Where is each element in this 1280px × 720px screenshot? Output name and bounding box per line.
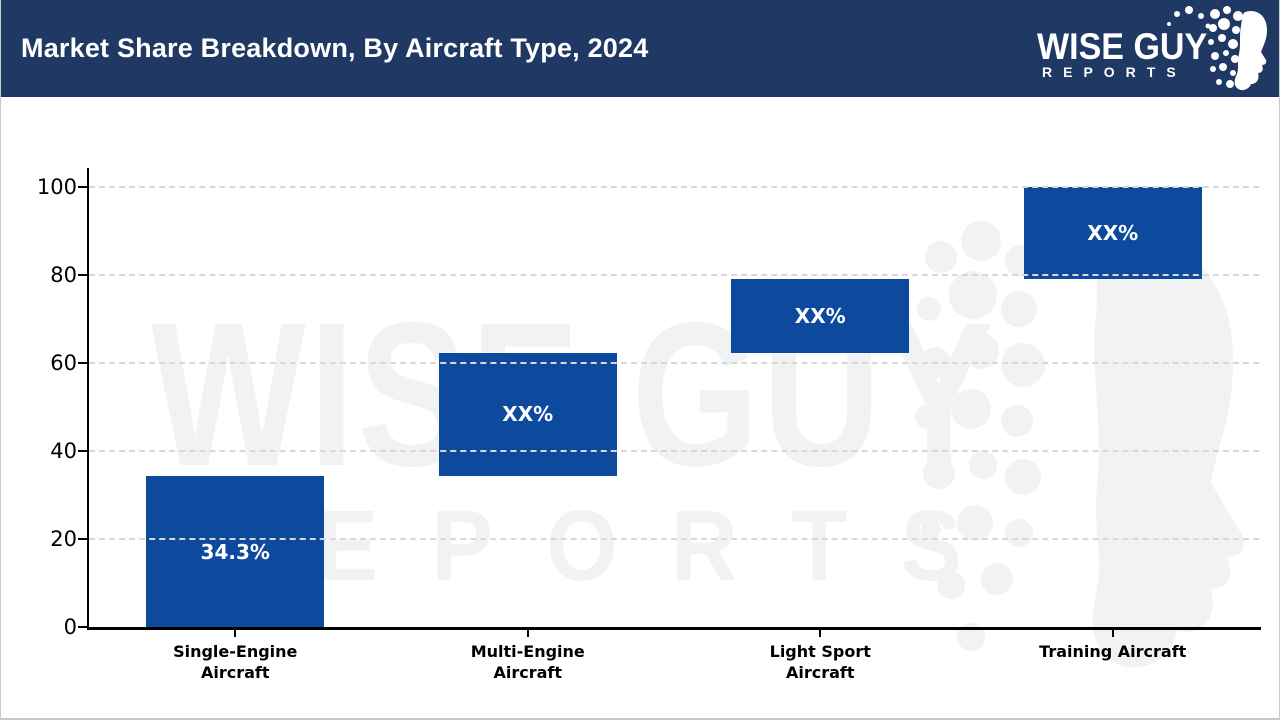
x-category-label-3: Training Aircraft [1039, 642, 1187, 661]
chart-area: WISE GUY REPORTS 0 20 40 60 80 100 34.3% Single… [1, 97, 1279, 718]
y-tick-label-60: 60 [50, 351, 77, 375]
y-tick-mark-100 [78, 186, 87, 188]
bar-value-label-1: XX% [502, 402, 554, 427]
y-axis-spine [87, 168, 89, 630]
chart-title: Market Share Breakdown, By Aircraft Type… [21, 33, 649, 63]
y-tick-mark-0 [78, 626, 87, 628]
y-tick-mark-20 [78, 538, 87, 540]
logo-brand-text: WISE GUY [1037, 26, 1208, 67]
y-tick-label-0: 0 [63, 615, 77, 639]
x-tick-mark-0 [234, 630, 237, 637]
x-category-label-2: Light Sport Aircraft [769, 642, 871, 682]
logo-sub-text: REPORTS [1042, 64, 1187, 80]
x-axis-spine [87, 627, 1261, 630]
y-gridline-40 [89, 450, 1259, 452]
bar-0: 34.3% [146, 476, 325, 627]
x-category-label-1: Multi-Engine Aircraft [470, 642, 585, 682]
y-tick-mark-80 [78, 274, 87, 276]
wise-guy-reports-logo: WISE GUY REPORTS [1009, 4, 1269, 94]
y-tick-label-20: 20 [50, 527, 77, 551]
y-gridline-80 [89, 274, 1259, 276]
header-bar: Market Share Breakdown, By Aircraft Type… [1, 0, 1279, 97]
logo-face-dots-icon [1167, 6, 1267, 91]
bar-3: XX% [1023, 187, 1202, 279]
watermark-face-dots-icon [915, 221, 1245, 668]
y-tick-mark-40 [78, 450, 87, 452]
y-tick-label-40: 40 [50, 439, 77, 463]
y-gridline-60 [89, 362, 1259, 364]
y-tick-label-80: 80 [50, 263, 77, 287]
bar-2: XX% [731, 278, 910, 353]
y-gridline-20 [89, 538, 1259, 540]
bar-value-label-2: XX% [794, 303, 846, 328]
x-tick-mark-2 [819, 630, 822, 637]
x-category-label-0: Single-Engine Aircraft [173, 642, 298, 682]
bar-1: XX% [438, 352, 617, 477]
y-gridline-100 [89, 186, 1259, 188]
bar-value-label-3: XX% [1087, 220, 1139, 245]
y-tick-mark-60 [78, 362, 87, 364]
watermark-sub-text: REPORTS [197, 490, 1016, 602]
y-tick-label-100: 100 [36, 175, 77, 199]
x-tick-mark-1 [526, 630, 529, 637]
bar-value-label-0: 34.3% [200, 539, 270, 564]
x-tick-mark-3 [1111, 630, 1114, 637]
